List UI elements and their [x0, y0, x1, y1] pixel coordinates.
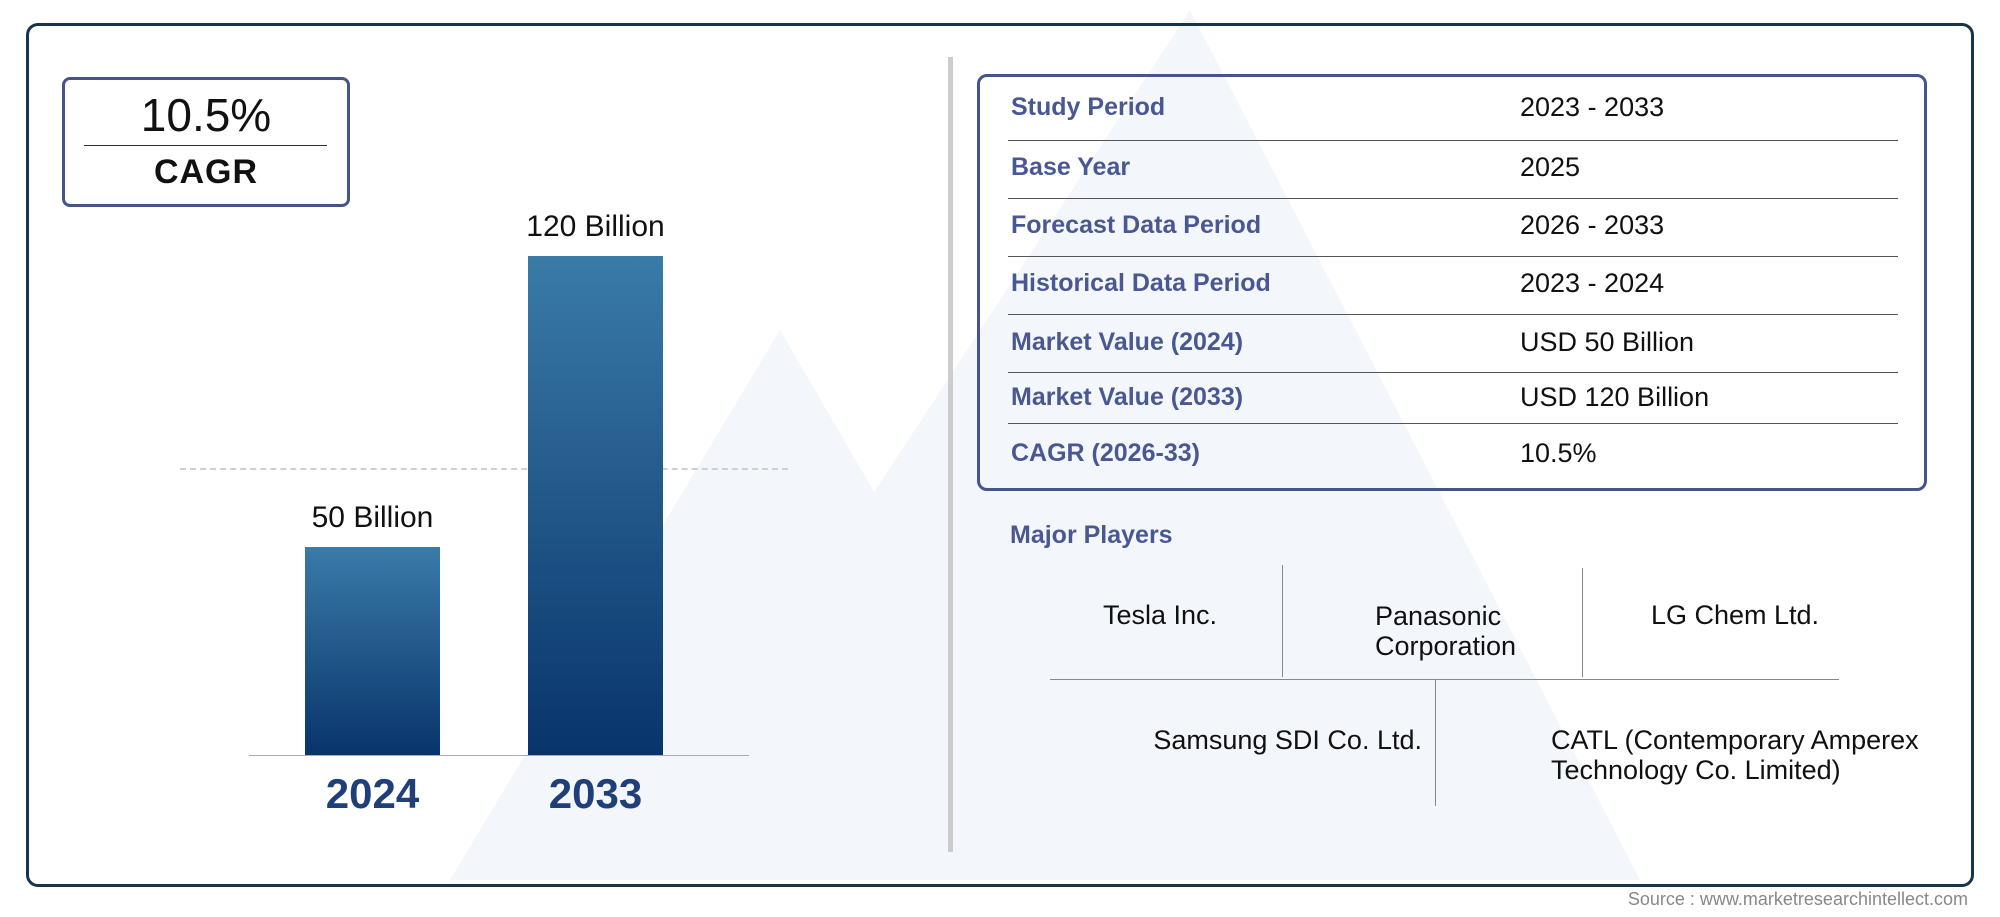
table-row-value: 10.5% — [1520, 438, 1597, 468]
vertical-divider — [948, 57, 953, 852]
table-row-label: Study Period — [1011, 93, 1166, 121]
player-samsung-sdi: Samsung SDI Co. Ltd. — [1153, 725, 1422, 755]
cagr-badge — [62, 77, 350, 207]
table-row-label: Market Value (2024) — [1011, 328, 1244, 356]
table-row-divider — [1008, 314, 1898, 315]
table-row-label: Market Value (2033) — [1011, 383, 1244, 411]
card-frame — [26, 23, 1974, 887]
player-lg-chem: LG Chem Ltd. — [1650, 600, 1820, 630]
player-divider — [1435, 680, 1436, 806]
summary-table — [977, 74, 1927, 491]
player-panasonic: Panasonic Corporation — [1375, 601, 1517, 661]
player-divider — [1282, 565, 1283, 677]
bar-data-label: 120 Billion — [526, 210, 665, 243]
table-row-divider — [1008, 372, 1898, 373]
player-tesla: Tesla Inc. — [1102, 600, 1218, 630]
player-catl: CATL (Contemporary Amperex Technology Co… — [1551, 725, 1919, 785]
cagr-value: 10.5% — [140, 89, 272, 141]
chart-baseline — [249, 755, 749, 756]
table-row-value: 2023 - 2033 — [1520, 92, 1665, 122]
table-row-divider — [1008, 423, 1898, 424]
player-divider — [1582, 568, 1583, 677]
table-row-divider — [1008, 256, 1898, 257]
table-row-label: Forecast Data Period — [1011, 211, 1262, 239]
bar-2033 — [528, 256, 663, 755]
table-row-value: 2026 - 2033 — [1520, 210, 1665, 240]
cagr-label: CAGR — [153, 153, 259, 191]
table-row-divider — [1008, 198, 1898, 199]
bar-2024 — [305, 547, 440, 755]
x-tick-label: 2033 — [548, 770, 643, 817]
table-row-value: USD 120 Billion — [1520, 382, 1710, 412]
table-row-value: 2023 - 2024 — [1520, 268, 1665, 298]
reference-dashed-line — [180, 468, 788, 470]
table-row-label: CAGR (2026-33) — [1011, 439, 1200, 467]
bar-data-label: 50 Billion — [311, 501, 434, 535]
table-row-value: USD 50 Billion — [1520, 327, 1695, 357]
player-row-divider — [1050, 679, 1839, 680]
source-credit: Source : www.marketresearchintellect.com — [1627, 889, 1968, 909]
major-players-title: Major Players — [1010, 521, 1173, 549]
table-row-label: Historical Data Period — [1011, 269, 1271, 297]
x-tick-label: 2024 — [325, 770, 420, 817]
table-row-label: Base Year — [1011, 153, 1131, 181]
table-row-value: 2025 — [1520, 152, 1581, 182]
table-row-divider — [1008, 140, 1898, 141]
cagr-divider — [84, 145, 327, 146]
